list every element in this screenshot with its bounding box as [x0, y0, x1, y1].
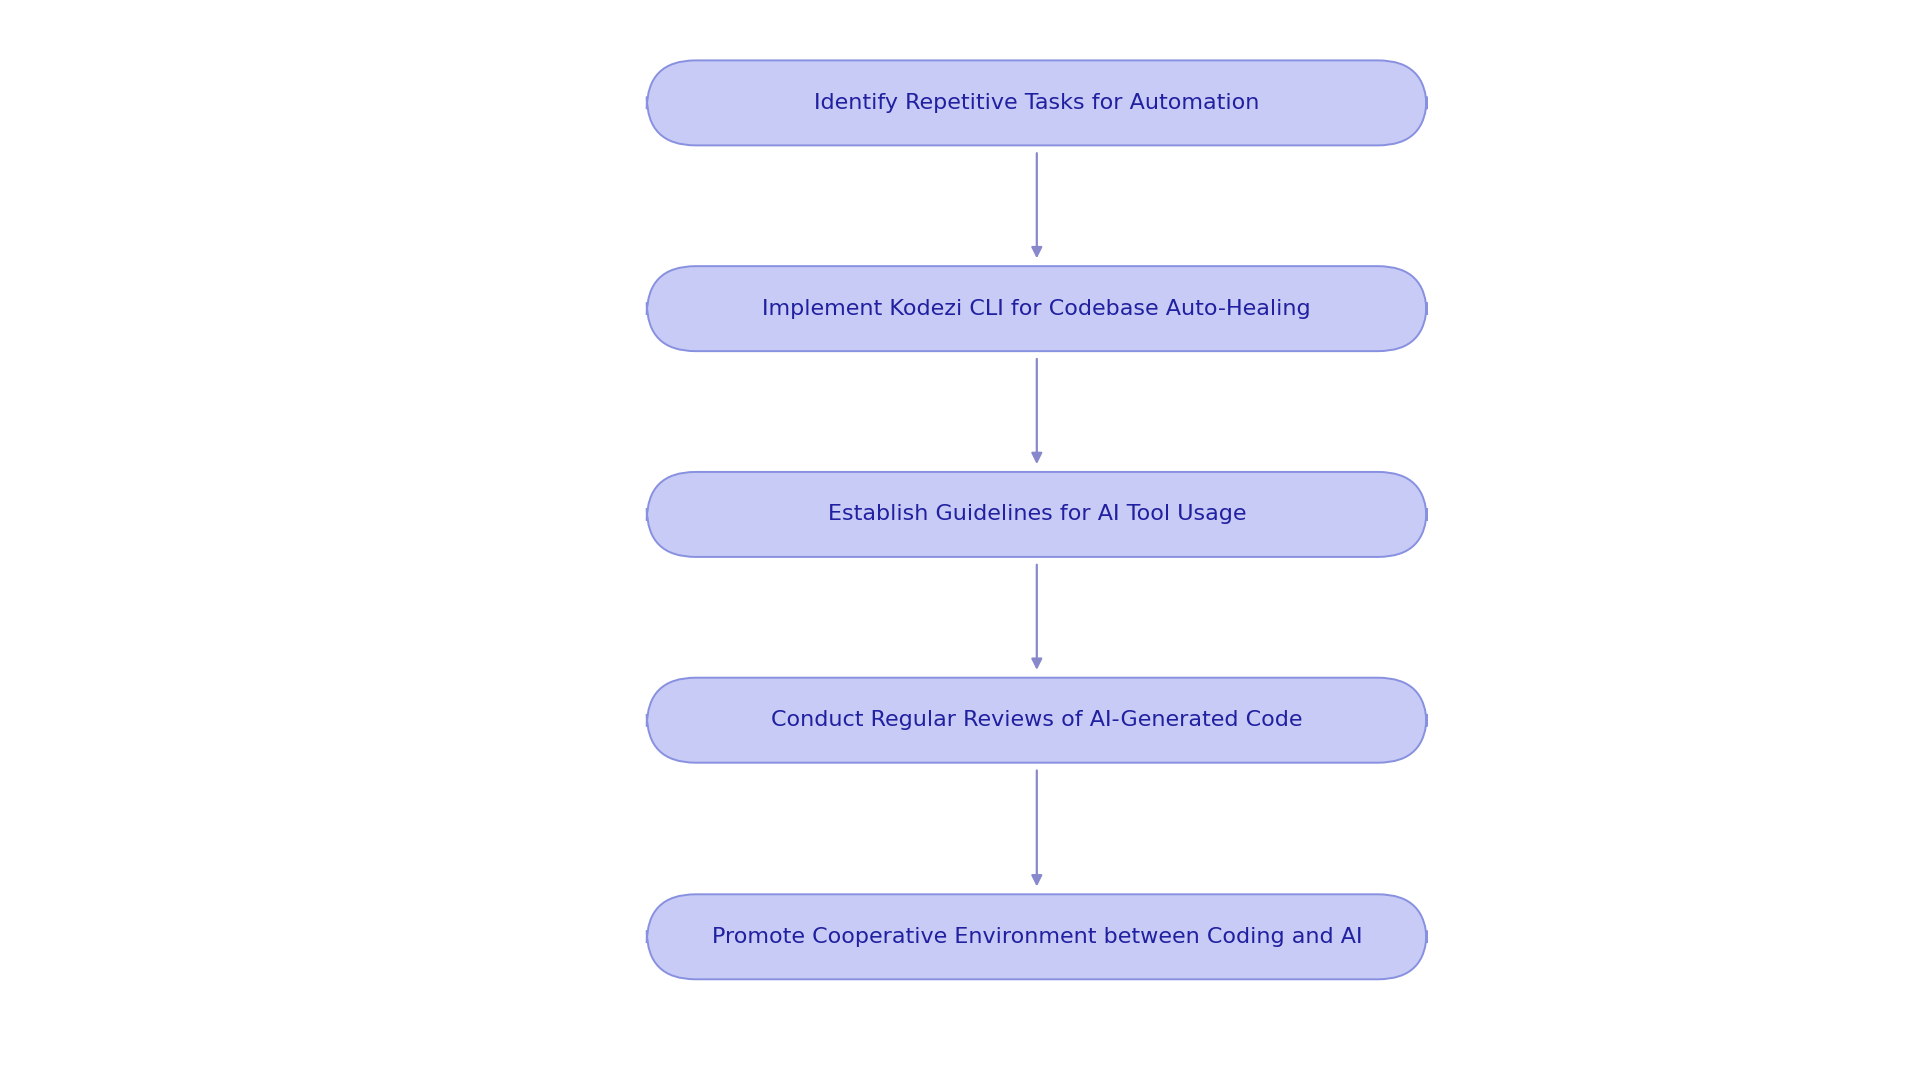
Text: Establish Guidelines for AI Tool Usage: Establish Guidelines for AI Tool Usage	[828, 505, 1246, 524]
Text: Identify Repetitive Tasks for Automation: Identify Repetitive Tasks for Automation	[814, 93, 1260, 113]
Text: Promote Cooperative Environment between Coding and AI: Promote Cooperative Environment between …	[712, 927, 1361, 947]
FancyBboxPatch shape	[647, 678, 1427, 762]
FancyBboxPatch shape	[647, 472, 1427, 557]
Text: Implement Kodezi CLI for Codebase Auto-Healing: Implement Kodezi CLI for Codebase Auto-H…	[762, 299, 1311, 318]
FancyBboxPatch shape	[647, 895, 1427, 979]
FancyBboxPatch shape	[647, 266, 1427, 351]
FancyBboxPatch shape	[647, 61, 1427, 145]
Text: Conduct Regular Reviews of AI-Generated Code: Conduct Regular Reviews of AI-Generated …	[772, 710, 1302, 730]
